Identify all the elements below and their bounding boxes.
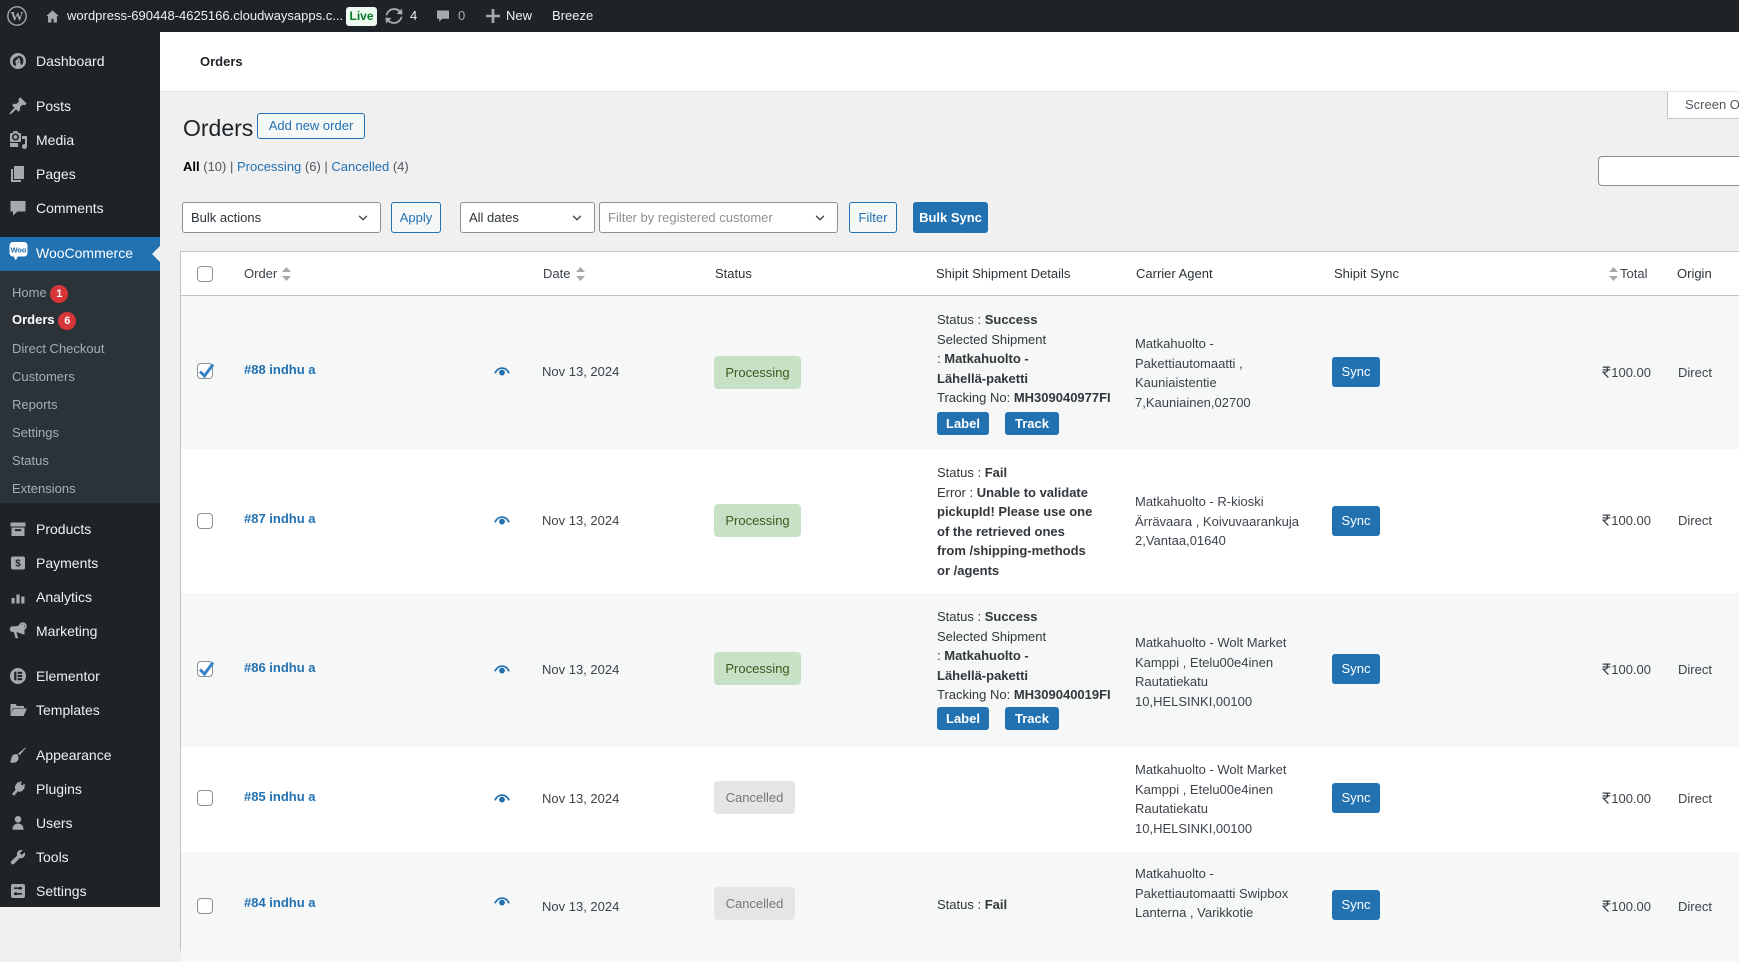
svg-text:$: $ (15, 559, 21, 570)
svg-text:Woo: Woo (11, 245, 27, 254)
svg-text:W: W (11, 8, 24, 23)
